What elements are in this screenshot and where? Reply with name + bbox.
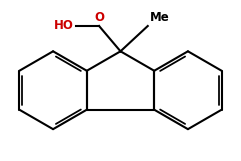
Text: O: O: [94, 11, 104, 24]
Text: HO: HO: [54, 19, 74, 33]
Text: Me: Me: [150, 11, 169, 24]
